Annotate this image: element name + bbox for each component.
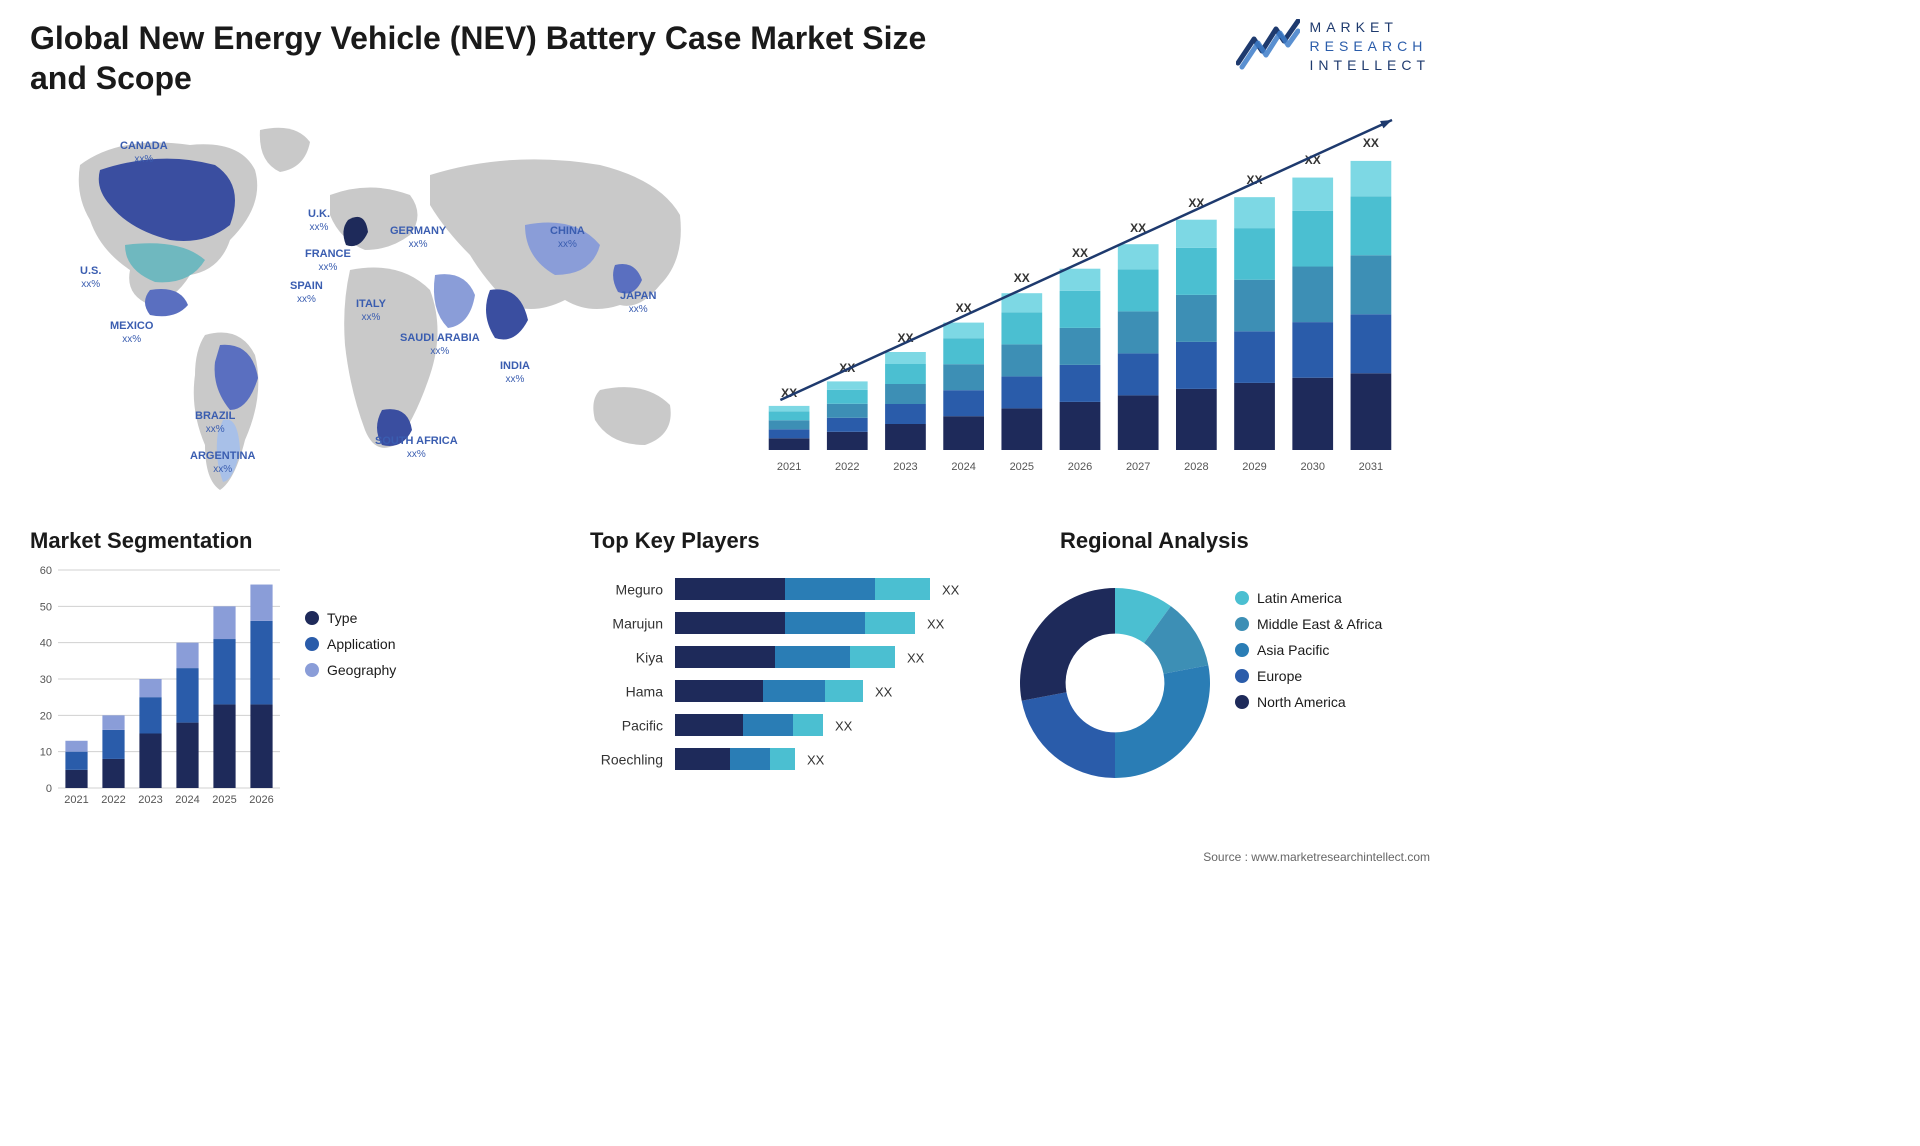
map-label: CHINAxx%	[550, 225, 585, 250]
svg-text:40: 40	[40, 638, 52, 650]
svg-text:Hama: Hama	[626, 684, 664, 700]
svg-text:2026: 2026	[249, 794, 273, 806]
segmentation-chart: 0 10 20 30 40 50 60 2021 2022 2023 2024 2025 2026 Ty…	[30, 560, 450, 840]
logo-line3: INTELLECT	[1310, 56, 1430, 75]
legend-item: Type	[305, 610, 396, 626]
svg-text:XX: XX	[907, 651, 925, 666]
svg-text:2028: 2028	[1184, 461, 1208, 473]
svg-text:2022: 2022	[835, 461, 859, 473]
svg-text:60: 60	[40, 565, 52, 577]
map-label: CANADAxx%	[120, 140, 168, 165]
svg-text:2029: 2029	[1242, 461, 1266, 473]
legend-item: Application	[305, 636, 396, 652]
segmentation-title: Market Segmentation	[30, 528, 253, 554]
map-label: MEXICOxx%	[110, 320, 153, 345]
svg-text:2021: 2021	[64, 794, 88, 806]
svg-text:2023: 2023	[138, 794, 162, 806]
logo-line2: RESEARCH	[1310, 37, 1430, 56]
svg-text:XX: XX	[1363, 136, 1379, 150]
svg-text:2021: 2021	[777, 461, 801, 473]
forecast-bar-chart: XX2021XX2022XX2023XX2024XX2025XX2026XX20…	[740, 110, 1420, 490]
legend-item: Middle East & Africa	[1235, 616, 1382, 632]
svg-text:30: 30	[40, 674, 52, 686]
regional-chart: Latin America Middle East & Africa Asia Pa…	[1010, 560, 1430, 840]
map-label: U.S.xx%	[80, 265, 101, 290]
brand-logo: MARKET RESEARCH INTELLECT	[1236, 18, 1430, 75]
svg-text:50: 50	[40, 601, 52, 613]
svg-text:Roechling: Roechling	[601, 752, 663, 768]
regional-title: Regional Analysis	[1060, 528, 1249, 554]
svg-text:2024: 2024	[951, 461, 975, 473]
map-label: BRAZILxx%	[195, 410, 235, 435]
source-text: Source : www.marketresearchintellect.com	[1203, 850, 1430, 864]
legend-item: North America	[1235, 694, 1382, 710]
legend-item: Geography	[305, 662, 396, 678]
svg-text:2030: 2030	[1300, 461, 1324, 473]
svg-text:XX: XX	[1072, 246, 1088, 260]
svg-text:XX: XX	[875, 685, 893, 700]
svg-text:2023: 2023	[893, 461, 917, 473]
svg-text:0: 0	[46, 783, 52, 795]
logo-mark-icon	[1236, 19, 1300, 73]
svg-text:Kiya: Kiya	[636, 650, 663, 666]
world-map: CANADAxx% U.S.xx% MEXICOxx% BRAZILxx% ARGENT…	[30, 110, 710, 500]
svg-text:10: 10	[40, 747, 52, 759]
legend-item: Europe	[1235, 668, 1382, 684]
map-label: ARGENTINAxx%	[190, 450, 255, 475]
map-label: SPAINxx%	[290, 280, 323, 305]
map-label: ITALYxx%	[356, 298, 386, 323]
svg-text:2026: 2026	[1068, 461, 1092, 473]
logo-line1: MARKET	[1310, 18, 1430, 37]
map-label: SAUDI ARABIAxx%	[400, 332, 480, 357]
svg-text:XX: XX	[1014, 271, 1030, 285]
svg-text:2031: 2031	[1359, 461, 1383, 473]
map-label: FRANCExx%	[305, 248, 351, 273]
svg-text:Meguro: Meguro	[616, 582, 664, 598]
svg-text:Marujun: Marujun	[612, 616, 663, 632]
svg-text:XX: XX	[927, 617, 945, 632]
svg-text:Pacific: Pacific	[622, 718, 663, 734]
map-label: SOUTH AFRICAxx%	[375, 435, 458, 460]
svg-text:XX: XX	[835, 719, 853, 734]
map-label: U.K.xx%	[308, 208, 330, 233]
players-chart: Meguro XX Marujun XX Kiya XX Hama XX Pacific XX Ro…	[570, 560, 990, 840]
svg-text:2024: 2024	[175, 794, 199, 806]
page-title: Global New Energy Vehicle (NEV) Battery …	[30, 18, 930, 98]
svg-text:XX: XX	[807, 753, 825, 768]
svg-text:2025: 2025	[212, 794, 236, 806]
map-label: INDIAxx%	[500, 360, 530, 385]
map-label: JAPANxx%	[620, 290, 656, 315]
legend-item: Asia Pacific	[1235, 642, 1382, 658]
svg-text:2027: 2027	[1126, 461, 1150, 473]
svg-text:2025: 2025	[1010, 461, 1034, 473]
svg-text:2022: 2022	[101, 794, 125, 806]
players-title: Top Key Players	[590, 528, 760, 554]
svg-text:XX: XX	[942, 583, 960, 598]
map-label: GERMANYxx%	[390, 225, 446, 250]
legend-item: Latin America	[1235, 590, 1382, 606]
svg-text:20: 20	[40, 710, 52, 722]
